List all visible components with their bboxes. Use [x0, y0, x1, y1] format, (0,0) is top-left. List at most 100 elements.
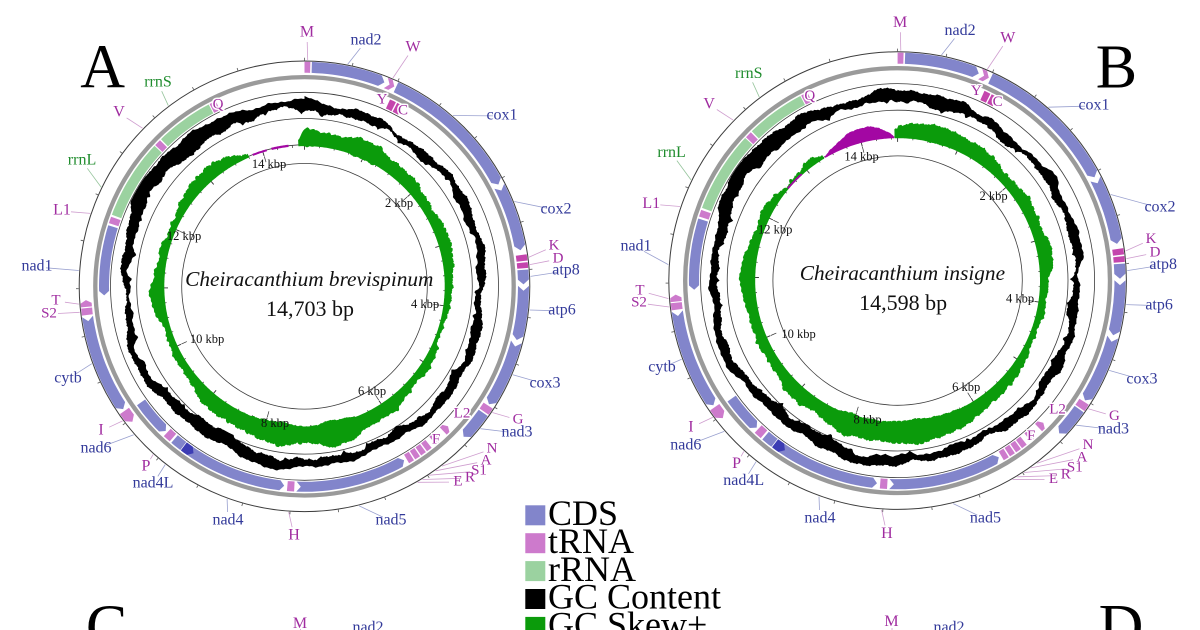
svg-text:B: B [1096, 34, 1137, 102]
svg-text:F: F [1027, 428, 1035, 444]
svg-text:10 kbp: 10 kbp [781, 327, 815, 341]
svg-text:CDS: CDS [548, 493, 618, 533]
svg-text:nad1: nad1 [620, 238, 651, 255]
svg-text:H: H [288, 527, 300, 544]
svg-text:F: F [432, 431, 440, 447]
svg-text:cox2: cox2 [540, 201, 571, 218]
svg-text:C: C [86, 594, 127, 630]
svg-text:GC Skew+: GC Skew+ [548, 605, 707, 630]
svg-text:A: A [1076, 449, 1087, 465]
svg-text:nad1: nad1 [21, 258, 52, 275]
svg-text:Cheiracanthium insigne: Cheiracanthium insigne [800, 261, 1005, 285]
svg-text:4 kbp: 4 kbp [1006, 291, 1034, 305]
svg-text:G: G [513, 411, 524, 427]
svg-text:nad4L: nad4L [723, 472, 764, 489]
svg-text:T: T [51, 292, 60, 308]
svg-text:D: D [553, 250, 564, 266]
svg-text:2 kbp: 2 kbp [385, 196, 413, 210]
svg-text:C: C [398, 102, 408, 118]
svg-text:M: M [300, 24, 314, 41]
svg-text:M: M [293, 615, 307, 630]
svg-text:GC Content: GC Content [548, 577, 721, 617]
svg-text:L2: L2 [454, 405, 471, 421]
svg-text:cox1: cox1 [1078, 97, 1109, 114]
svg-text:nad2: nad2 [352, 619, 383, 630]
svg-text:C: C [993, 94, 1003, 110]
svg-text:P: P [732, 455, 741, 472]
svg-text:Q: Q [804, 88, 815, 104]
svg-text:N: N [487, 440, 498, 456]
svg-text:rrnS: rrnS [144, 74, 172, 91]
svg-text:nad4: nad4 [804, 510, 835, 527]
svg-text:Q: Q [213, 96, 224, 112]
svg-text:4 kbp: 4 kbp [411, 297, 439, 311]
svg-text:rRNA: rRNA [548, 549, 636, 589]
svg-text:I: I [688, 418, 693, 435]
svg-text:L1: L1 [642, 195, 660, 212]
svg-text:L2: L2 [1049, 402, 1066, 418]
svg-text:cox3: cox3 [1126, 370, 1157, 387]
svg-text:I: I [98, 422, 103, 439]
svg-text:nad4L: nad4L [133, 475, 174, 492]
svg-text:V: V [703, 95, 715, 112]
svg-text:W: W [1000, 29, 1016, 46]
svg-text:14 kbp: 14 kbp [252, 157, 286, 171]
svg-text:14,598 bp: 14,598 bp [859, 290, 947, 315]
svg-text:S2: S2 [41, 305, 57, 321]
svg-text:nad6: nad6 [670, 436, 701, 453]
svg-text:nad5: nad5 [375, 512, 406, 529]
svg-text:A: A [481, 452, 492, 468]
svg-text:K: K [1146, 231, 1157, 247]
svg-text:Y: Y [971, 83, 982, 99]
svg-text:E: E [1049, 471, 1058, 487]
svg-text:D: D [1150, 244, 1161, 260]
svg-text:atp6: atp6 [548, 302, 576, 319]
svg-text:atp8: atp8 [1149, 256, 1177, 273]
svg-text:nad5: nad5 [970, 510, 1001, 527]
svg-text:V: V [113, 104, 125, 121]
svg-text:8 kbp: 8 kbp [854, 412, 882, 426]
svg-text:nad3: nad3 [1098, 420, 1129, 437]
svg-text:P: P [142, 458, 151, 475]
svg-text:nad2: nad2 [945, 22, 976, 39]
svg-text:12 kbp: 12 kbp [758, 222, 792, 236]
svg-text:cytb: cytb [54, 370, 82, 387]
svg-text:S1: S1 [1067, 460, 1083, 476]
svg-text:nad6: nad6 [80, 440, 111, 457]
svg-text:G: G [1109, 408, 1120, 424]
svg-text:D: D [1099, 593, 1144, 630]
svg-text:rrnL: rrnL [68, 152, 96, 169]
svg-text:S1: S1 [471, 462, 487, 478]
svg-text:nad3: nad3 [501, 424, 532, 441]
svg-text:K: K [549, 237, 560, 253]
svg-text:cox3: cox3 [529, 375, 560, 392]
svg-text:tRNA: tRNA [548, 521, 634, 561]
svg-text:rrnL: rrnL [657, 144, 685, 161]
svg-text:12 kbp: 12 kbp [167, 229, 201, 243]
svg-text:M: M [884, 613, 898, 630]
svg-text:T: T [635, 282, 644, 298]
svg-text:L1: L1 [53, 202, 71, 219]
svg-text:8 kbp: 8 kbp [261, 416, 289, 430]
svg-text:14 kbp: 14 kbp [844, 149, 878, 163]
svg-text:6 kbp: 6 kbp [952, 380, 980, 394]
svg-text:E: E [453, 473, 462, 489]
svg-text:R: R [465, 469, 475, 485]
svg-text:atp8: atp8 [552, 262, 580, 279]
svg-text:2 kbp: 2 kbp [980, 189, 1008, 203]
svg-text:nad4: nad4 [212, 512, 243, 529]
svg-text:cox1: cox1 [486, 107, 517, 124]
svg-text:N: N [1083, 437, 1094, 453]
svg-text:6 kbp: 6 kbp [358, 384, 386, 398]
svg-text:Y: Y [377, 91, 388, 107]
svg-text:cox2: cox2 [1144, 199, 1175, 216]
svg-text:rrnS: rrnS [735, 65, 763, 82]
svg-text:atp6: atp6 [1145, 296, 1173, 313]
svg-text:H: H [881, 525, 893, 542]
svg-text:Cheiracanthium brevispinum: Cheiracanthium brevispinum [185, 267, 433, 291]
svg-text:M: M [893, 14, 907, 31]
svg-text:nad2: nad2 [933, 619, 964, 630]
svg-text:S2: S2 [631, 294, 647, 310]
svg-text:A: A [80, 34, 125, 102]
svg-text:10 kbp: 10 kbp [190, 332, 224, 346]
